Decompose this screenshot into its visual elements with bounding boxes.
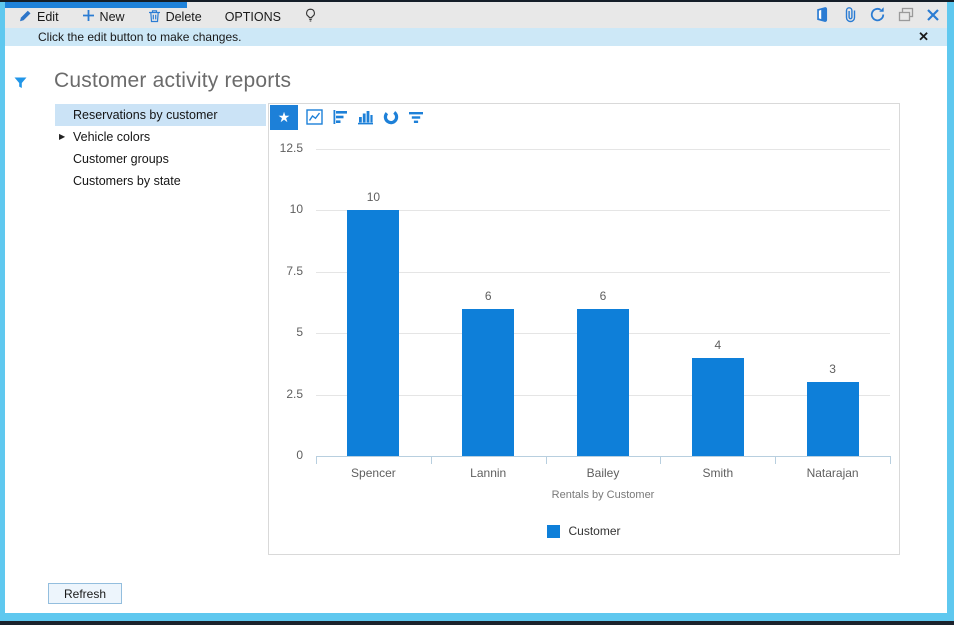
report-item-label: Customers by state (73, 174, 181, 188)
x-axis-tick (545, 456, 547, 464)
notification-bar: Click the edit button to make changes. ✕ (5, 28, 947, 46)
bar-spencer[interactable] (347, 210, 400, 456)
bar-lannin[interactable] (462, 308, 515, 456)
close-window-button[interactable] (926, 8, 940, 25)
y-gridline (316, 149, 890, 150)
report-item-label: Vehicle colors (73, 130, 151, 144)
edit-button[interactable]: Edit (18, 9, 59, 26)
x-axis-tick (660, 456, 662, 464)
close-icon (926, 8, 940, 25)
bar-value-label: 6 (484, 288, 492, 303)
window-top-border (0, 0, 954, 2)
chart-type-toolbar (306, 109, 424, 128)
options-label: OPTIONS (224, 10, 281, 24)
x-category-label: Smith (702, 466, 734, 480)
refresh-button[interactable]: Refresh (48, 583, 122, 604)
office-icon (814, 6, 831, 26)
x-category-label: Natarajan (806, 466, 859, 480)
x-axis-line (316, 456, 890, 457)
funnel-chart-icon (408, 110, 424, 128)
y-axis-tick-label: 12.5 (279, 141, 303, 155)
star-icon: ★ (277, 109, 291, 125)
command-bar-items: Edit New Delete OPTIONS (18, 8, 317, 26)
page-title: Customer activity reports (54, 69, 292, 92)
chart-panel: ★ (268, 103, 900, 555)
popout-button[interactable] (898, 7, 914, 26)
bar-bailey[interactable] (577, 308, 629, 456)
attach-button[interactable] (843, 6, 857, 26)
lightbulb-icon (304, 8, 317, 26)
legend-swatch (547, 524, 561, 538)
chart-legend: Customer (269, 524, 899, 538)
y-axis-tick-label: 7.5 (286, 263, 303, 278)
x-axis-tick (890, 456, 891, 464)
plus-icon (82, 9, 95, 25)
bar-natarajan[interactable] (806, 382, 859, 456)
report-item-vehicle-colors[interactable]: ▶ Vehicle colors (55, 126, 266, 148)
x-axis-tick (775, 456, 777, 464)
bar-value-label: 4 (714, 337, 722, 352)
report-item-customer-groups[interactable]: Customer groups (55, 148, 266, 170)
bar-chart-horizontal-icon (332, 109, 348, 128)
x-axis-tick (430, 456, 432, 464)
favorite-chart-button[interactable]: ★ (270, 105, 298, 130)
x-category-label: Lannin (470, 466, 507, 480)
notification-message: Click the edit button to make changes. (38, 30, 242, 44)
refresh-top-button[interactable] (869, 6, 886, 26)
notification-close-icon[interactable]: ✕ (918, 29, 929, 44)
column-chart-icon (357, 109, 374, 128)
y-gridline (316, 210, 890, 212)
command-bar-right-icons (814, 7, 940, 25)
line-chart-icon (306, 109, 323, 128)
bar-value-label: 3 (829, 362, 836, 377)
refresh-icon (869, 6, 886, 26)
caret-right-icon[interactable]: ▶ (59, 132, 66, 141)
y-axis-tick-label: 5 (296, 325, 303, 340)
filter-icon[interactable] (14, 77, 27, 92)
y-axis-tick-label: 2.5 (286, 386, 303, 401)
delete-label: Delete (165, 10, 202, 24)
x-category-label: Spencer (351, 466, 396, 480)
paperclip-icon (843, 6, 857, 26)
bar-smith[interactable] (691, 357, 744, 456)
funnel-chart-button[interactable] (408, 110, 424, 128)
trash-icon (148, 9, 161, 26)
delete-button[interactable]: Delete (148, 9, 202, 26)
x-axis-tick (316, 456, 317, 464)
bar-value-label: 6 (599, 288, 607, 303)
lightbulb-button[interactable] (304, 8, 317, 26)
pencil-icon (18, 9, 32, 26)
legend-label: Customer (568, 524, 621, 538)
report-item-label: Reservations by customer (73, 108, 218, 122)
column-chart-button[interactable] (357, 109, 374, 128)
new-label: New (99, 10, 125, 24)
bar-chart-horizontal-button[interactable] (332, 109, 348, 128)
report-item-customers-by-state[interactable]: Customers by state (55, 170, 266, 192)
y-axis-tick-label: 10 (289, 202, 303, 217)
y-axis-tick-label: 0 (296, 448, 303, 462)
new-button[interactable]: New (82, 9, 125, 25)
report-item-label: Customer groups (73, 152, 169, 166)
x-category-label: Bailey (586, 466, 620, 480)
accent-strip (5, 2, 187, 8)
y-gridline (316, 271, 890, 273)
edit-label: Edit (37, 10, 59, 24)
donut-chart-icon (383, 109, 399, 128)
report-list: Reservations by customer ▶ Vehicle color… (55, 104, 266, 192)
chart-plot: 0 2.5 5 7.5 10 12.5 10 Spencer 6 Lannin 6 Bailey 4 Sm… (269, 104, 899, 554)
x-axis-title: Rentals by Customer (551, 489, 655, 501)
popout-icon (898, 7, 914, 26)
window-bottom-border (0, 621, 954, 625)
donut-chart-button[interactable] (383, 109, 399, 128)
line-chart-button[interactable] (306, 109, 323, 128)
options-button[interactable]: OPTIONS (225, 10, 281, 24)
office-button[interactable] (814, 6, 831, 26)
report-item-reservations-by-customer[interactable]: Reservations by customer (55, 104, 266, 126)
bar-value-label: 10 (366, 190, 381, 205)
